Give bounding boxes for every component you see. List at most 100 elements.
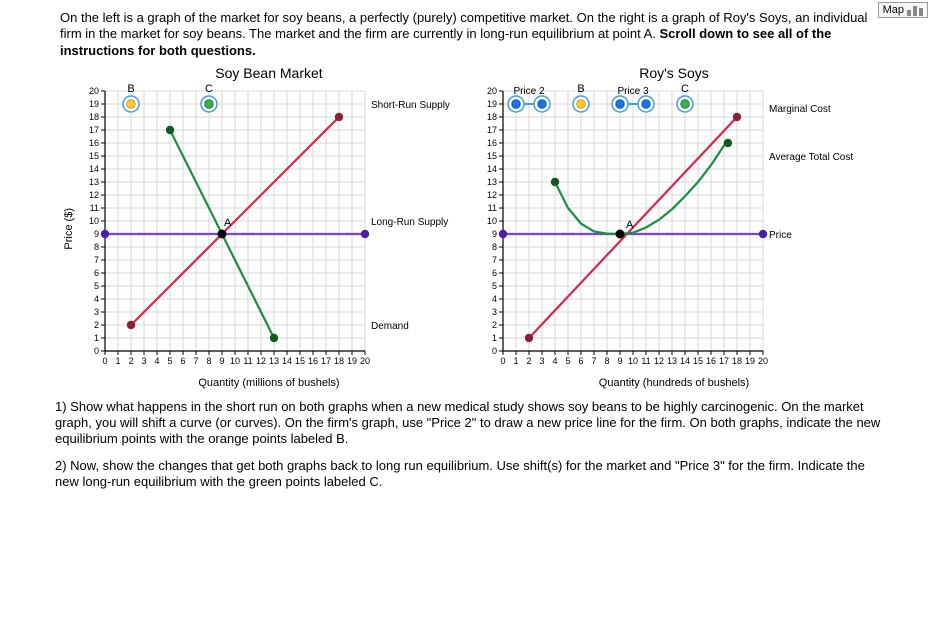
svg-text:3: 3: [94, 307, 99, 317]
svg-text:12: 12: [256, 356, 266, 366]
draggable-point[interactable]: [612, 96, 628, 112]
svg-text:10: 10: [89, 216, 99, 226]
svg-text:Average Total Cost: Average Total Cost: [769, 152, 853, 163]
svg-text:18: 18: [487, 112, 497, 122]
question-1: 1) Show what happens in the short run on…: [55, 399, 881, 448]
svg-text:16: 16: [89, 138, 99, 148]
draggable-point[interactable]: [573, 96, 589, 112]
svg-text:15: 15: [693, 356, 703, 366]
svg-text:3: 3: [141, 356, 146, 366]
svg-text:8: 8: [492, 242, 497, 252]
svg-text:1: 1: [492, 333, 497, 343]
svg-text:7: 7: [94, 255, 99, 265]
chart-left-title: Soy Bean Market: [215, 65, 322, 81]
svg-text:2: 2: [128, 356, 133, 366]
draggable-point[interactable]: [638, 96, 654, 112]
svg-text:1: 1: [94, 333, 99, 343]
svg-text:19: 19: [89, 99, 99, 109]
svg-text:Demand: Demand: [371, 321, 409, 332]
svg-text:8: 8: [206, 356, 211, 366]
svg-text:12: 12: [654, 356, 664, 366]
svg-text:4: 4: [492, 294, 497, 304]
svg-text:13: 13: [667, 356, 677, 366]
svg-text:C: C: [205, 83, 213, 95]
svg-text:19: 19: [745, 356, 755, 366]
svg-text:4: 4: [552, 356, 557, 366]
svg-text:20: 20: [487, 86, 497, 96]
svg-text:Price 2: Price 2: [513, 86, 545, 97]
svg-text:A: A: [224, 217, 232, 229]
svg-text:13: 13: [487, 177, 497, 187]
svg-text:Long-Run Supply: Long-Run Supply: [371, 217, 448, 228]
svg-text:0: 0: [500, 356, 505, 366]
svg-text:3: 3: [492, 307, 497, 317]
map-icon: [907, 4, 923, 16]
charts-container: Soy Bean Market Price ($) 01234567891011…: [0, 65, 936, 389]
svg-text:6: 6: [492, 268, 497, 278]
svg-text:Price: Price: [769, 230, 792, 241]
svg-text:5: 5: [167, 356, 172, 366]
svg-text:2: 2: [526, 356, 531, 366]
svg-text:10: 10: [230, 356, 240, 366]
chart-left-wrap: Soy Bean Market Price ($) 01234567891011…: [63, 65, 475, 389]
chart-left-xlabel: Quantity (millions of bushels): [198, 377, 339, 389]
draggable-point[interactable]: [677, 96, 693, 112]
intro-text: On the left is a graph of the market for…: [0, 0, 936, 65]
svg-text:11: 11: [90, 203, 99, 213]
svg-text:13: 13: [269, 356, 279, 366]
svg-text:4: 4: [94, 294, 99, 304]
svg-text:1: 1: [513, 356, 518, 366]
svg-text:5: 5: [565, 356, 570, 366]
svg-text:11: 11: [641, 356, 650, 366]
svg-text:B: B: [127, 83, 134, 95]
chart-left-ylabel: Price ($): [63, 208, 75, 250]
map-button-label: Map: [883, 4, 904, 16]
svg-text:9: 9: [617, 356, 622, 366]
svg-text:16: 16: [308, 356, 318, 366]
svg-text:20: 20: [89, 86, 99, 96]
svg-text:15: 15: [89, 151, 99, 161]
svg-text:13: 13: [89, 177, 99, 187]
svg-text:5: 5: [492, 281, 497, 291]
chart-left-plot[interactable]: 0123456789101112131415161718192001234567…: [77, 83, 475, 375]
draggable-point[interactable]: [123, 96, 139, 112]
svg-text:0: 0: [94, 346, 99, 356]
svg-text:9: 9: [94, 229, 99, 239]
draggable-point[interactable]: [534, 96, 550, 112]
svg-text:4: 4: [154, 356, 159, 366]
svg-text:7: 7: [492, 255, 497, 265]
svg-text:10: 10: [628, 356, 638, 366]
draggable-point[interactable]: [508, 96, 524, 112]
svg-text:6: 6: [94, 268, 99, 278]
svg-text:10: 10: [487, 216, 497, 226]
svg-text:Marginal Cost: Marginal Cost: [769, 104, 831, 115]
svg-text:18: 18: [334, 356, 344, 366]
svg-text:17: 17: [89, 125, 99, 135]
svg-text:16: 16: [487, 138, 497, 148]
svg-text:1: 1: [115, 356, 120, 366]
chart-right-plot[interactable]: 0123456789101112131415161718192001234567…: [475, 83, 873, 375]
svg-text:0: 0: [102, 356, 107, 366]
draggable-point[interactable]: [201, 96, 217, 112]
questions: 1) Show what happens in the short run on…: [0, 389, 936, 490]
svg-text:Short-Run Supply: Short-Run Supply: [371, 100, 450, 111]
chart-right-xlabel: Quantity (hundreds of bushels): [599, 377, 749, 389]
svg-text:2: 2: [94, 320, 99, 330]
svg-text:17: 17: [487, 125, 497, 135]
svg-text:18: 18: [732, 356, 742, 366]
svg-text:11: 11: [243, 356, 252, 366]
svg-text:2: 2: [492, 320, 497, 330]
svg-text:9: 9: [492, 229, 497, 239]
svg-text:17: 17: [321, 356, 331, 366]
svg-text:14: 14: [680, 356, 690, 366]
map-button[interactable]: Map: [878, 2, 928, 18]
svg-text:B: B: [577, 83, 584, 95]
svg-text:11: 11: [488, 203, 497, 213]
svg-text:12: 12: [89, 190, 99, 200]
svg-text:7: 7: [193, 356, 198, 366]
svg-text:15: 15: [295, 356, 305, 366]
chart-right-wrap: Roy's Soys 01234567891011121314151617181…: [475, 65, 873, 389]
svg-text:20: 20: [758, 356, 768, 366]
svg-text:8: 8: [94, 242, 99, 252]
svg-text:19: 19: [487, 99, 497, 109]
